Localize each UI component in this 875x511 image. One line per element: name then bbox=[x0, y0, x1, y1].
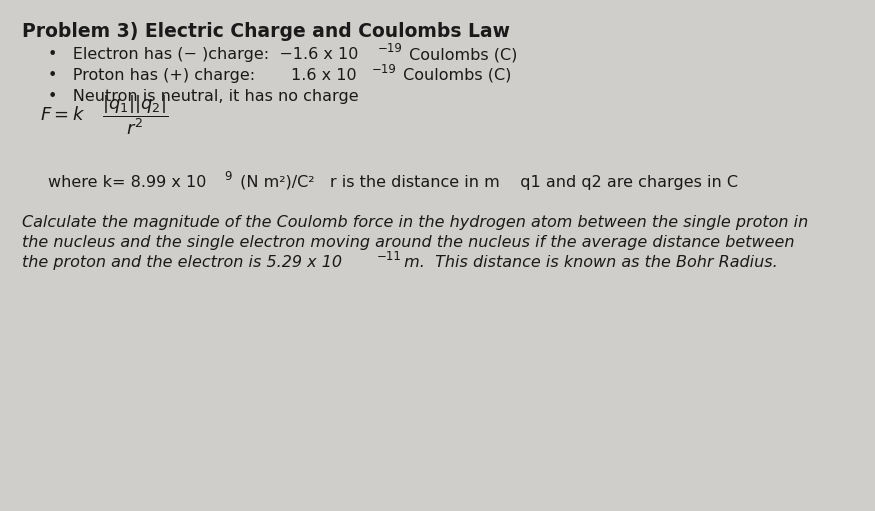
Text: •   Neutron is neutral, it has no charge: • Neutron is neutral, it has no charge bbox=[48, 89, 359, 104]
Text: −19: −19 bbox=[372, 63, 397, 76]
Text: •   Proton has (+) charge:       1.6 x 10: • Proton has (+) charge: 1.6 x 10 bbox=[48, 68, 357, 83]
Text: where k= 8.99 x 10: where k= 8.99 x 10 bbox=[48, 175, 206, 190]
Text: −19: −19 bbox=[378, 42, 402, 55]
Text: $F = k$: $F = k$ bbox=[40, 106, 86, 124]
Text: the nucleus and the single electron moving around the nucleus if the average dis: the nucleus and the single electron movi… bbox=[22, 235, 794, 250]
Text: $\dfrac{|q_1||q_2|}{r^2}$: $\dfrac{|q_1||q_2|}{r^2}$ bbox=[102, 93, 168, 137]
Text: Problem 3) Electric Charge and Coulombs Law: Problem 3) Electric Charge and Coulombs … bbox=[22, 22, 510, 41]
Text: (N m²)/C²   r is the distance in m    q1 and q2 are charges in C: (N m²)/C² r is the distance in m q1 and … bbox=[235, 175, 738, 190]
Text: Coulombs (C): Coulombs (C) bbox=[398, 68, 511, 83]
Text: Calculate the magnitude of the Coulomb force in the hydrogen atom between the si: Calculate the magnitude of the Coulomb f… bbox=[22, 215, 808, 230]
Text: 9: 9 bbox=[224, 170, 232, 183]
Text: the proton and the electron is 5.29 x 10: the proton and the electron is 5.29 x 10 bbox=[22, 255, 342, 270]
Text: •   Electron has (− )charge:  −1.6 x 10: • Electron has (− )charge: −1.6 x 10 bbox=[48, 47, 359, 62]
Text: −11: −11 bbox=[377, 250, 402, 263]
Text: m.  This distance is known as the Bohr Radius.: m. This distance is known as the Bohr Ra… bbox=[399, 255, 778, 270]
Text: Coulombs (C): Coulombs (C) bbox=[404, 47, 517, 62]
